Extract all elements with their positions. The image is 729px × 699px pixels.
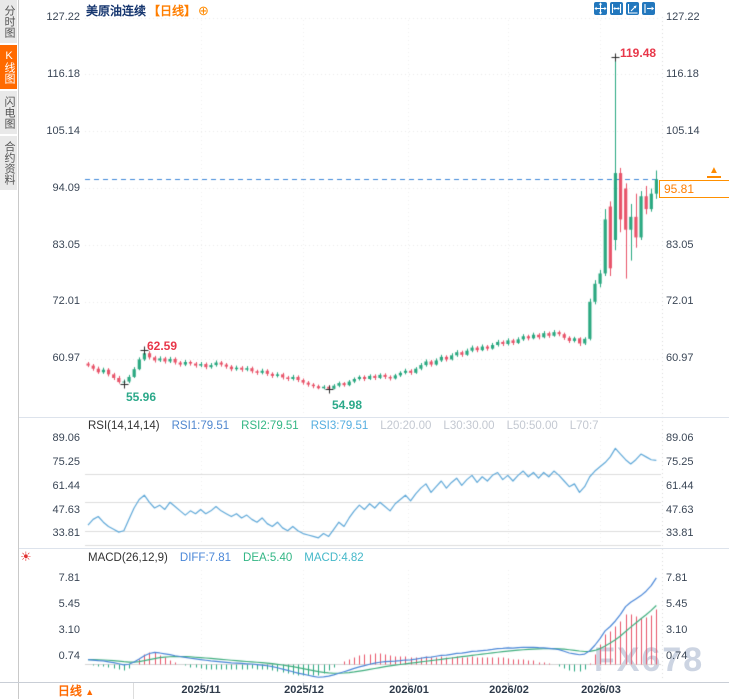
x-axis-label: 2025/11: [181, 684, 221, 696]
rsi-tick-label: 89.06: [52, 432, 80, 444]
price-tick-label: 127.22: [46, 11, 80, 23]
rsi-tick-label: 61.44: [666, 480, 694, 492]
symbol-title: 美原油连续: [86, 4, 147, 18]
rsi-l70-readout: L70:7: [569, 420, 599, 432]
swing-high-annotation: 62.59: [147, 339, 178, 353]
price-tick-label: 72.01: [52, 295, 80, 307]
macd-tick-label: 0.74: [58, 650, 80, 662]
x-axis-label: 2026/03: [581, 684, 621, 696]
swing-low-annotation: 54.98: [332, 398, 363, 412]
price-tick-label: 105.14: [46, 125, 80, 137]
sun-icon[interactable]: ☀: [20, 550, 32, 563]
macd-tick-label: 0.74: [666, 650, 688, 662]
chart-title-bar: 美原油连续 【日线】 ⊕: [86, 2, 209, 19]
rsi1-readout: RSI1:79.51: [171, 420, 230, 432]
sidebar-tab-kline[interactable]: K线图: [0, 45, 17, 89]
diff-readout: DIFF:7.81: [179, 552, 232, 564]
macd-tick-label: 7.81: [666, 572, 688, 584]
last-price-value: 95.81: [664, 182, 695, 196]
last-price-box: 95.81: [659, 180, 729, 198]
rsi-header: RSI(14,14,14) RSI1:79.51 RSI2:79.51 RSI3…: [88, 420, 599, 432]
price-tick-label: 72.01: [666, 295, 694, 307]
rsi-tick-label: 47.63: [666, 504, 694, 516]
circle-plus-icon[interactable]: ⊕: [198, 2, 209, 18]
rsi-tick-label: 61.44: [52, 480, 80, 492]
bottom-axis-bar: [0, 682, 729, 699]
sidebar: 分时图 K线图 闪电图 合约资料: [0, 0, 19, 699]
rsi-l50-readout: L50:50.00: [506, 420, 558, 432]
period-selector[interactable]: 日线 ▲: [19, 683, 134, 699]
sidebar-tab-flash[interactable]: 闪电图: [0, 91, 17, 134]
up-arrow-icon: ▲: [709, 165, 719, 176]
sidebar-tab-timeline[interactable]: 分时图: [0, 0, 17, 43]
price-tick-label: 105.14: [666, 125, 700, 137]
sun-glyph: ☀: [20, 549, 32, 564]
price-tick-label: 116.18: [47, 68, 80, 80]
period-tag: 【日线】: [148, 4, 197, 18]
macd-tick-label: 3.10: [58, 624, 80, 636]
price-tick-label: 83.05: [666, 239, 694, 251]
panel-separator: [19, 548, 729, 549]
price-tick-label: 116.18: [666, 68, 699, 80]
period-label: 日线: [57, 684, 82, 698]
macd-tick-label: 5.45: [58, 598, 80, 610]
rsi-tick-label: 33.81: [666, 527, 694, 539]
zoom-range-icon[interactable]: [626, 2, 639, 15]
high-annotation: 119.48: [620, 46, 657, 60]
dea-readout: DEA:5.40: [243, 552, 293, 564]
rsi-tick-label: 75.25: [52, 456, 80, 468]
sidebar-tab-contract-info[interactable]: 合约资料: [0, 136, 17, 190]
rsi-name: RSI(14,14,14): [88, 420, 160, 432]
panel-separator: [19, 417, 729, 418]
macd-header: MACD(26,12,9) DIFF:7.81 DEA:5.40 MACD:4.…: [88, 552, 364, 564]
macd-tick-label: 5.45: [666, 598, 688, 610]
rsi-tick-label: 89.06: [666, 432, 694, 444]
pan-tool-icon[interactable]: [594, 2, 607, 15]
macd-tick-label: 3.10: [666, 624, 688, 636]
x-axis-label: 2025/12: [284, 684, 324, 696]
rsi-tick-label: 75.25: [666, 456, 694, 468]
rsi-tick-label: 33.81: [52, 527, 80, 539]
x-axis-label: 2026/02: [489, 684, 529, 696]
restore-view-icon[interactable]: [642, 2, 655, 15]
price-tick-label: 94.09: [52, 182, 80, 194]
zoom-fit-icon[interactable]: [610, 2, 623, 15]
rsi-tick-label: 47.63: [52, 504, 80, 516]
price-tick-label: 127.22: [666, 11, 700, 23]
scroll-to-latest-button[interactable]: ▲: [707, 166, 721, 178]
price-tick-label: 83.05: [52, 239, 80, 251]
macd-tick-label: 7.81: [58, 572, 80, 584]
macd-readout: MACD:4.82: [304, 552, 364, 564]
up-arrow-icon: ▲: [85, 687, 95, 697]
x-axis-label: 2026/01: [389, 684, 429, 696]
rsi-l30-readout: L30:30.00: [443, 420, 495, 432]
swing-low-annotation: 55.96: [126, 390, 157, 404]
rsi3-readout: RSI3:79.51: [310, 420, 369, 432]
rsi2-readout: RSI2:79.51: [241, 420, 299, 432]
price-tick-label: 60.97: [52, 352, 80, 364]
price-tick-label: 60.97: [666, 352, 694, 364]
rsi-l20-readout: L20:20.00: [380, 420, 432, 432]
macd-name: MACD(26,12,9): [88, 552, 168, 564]
